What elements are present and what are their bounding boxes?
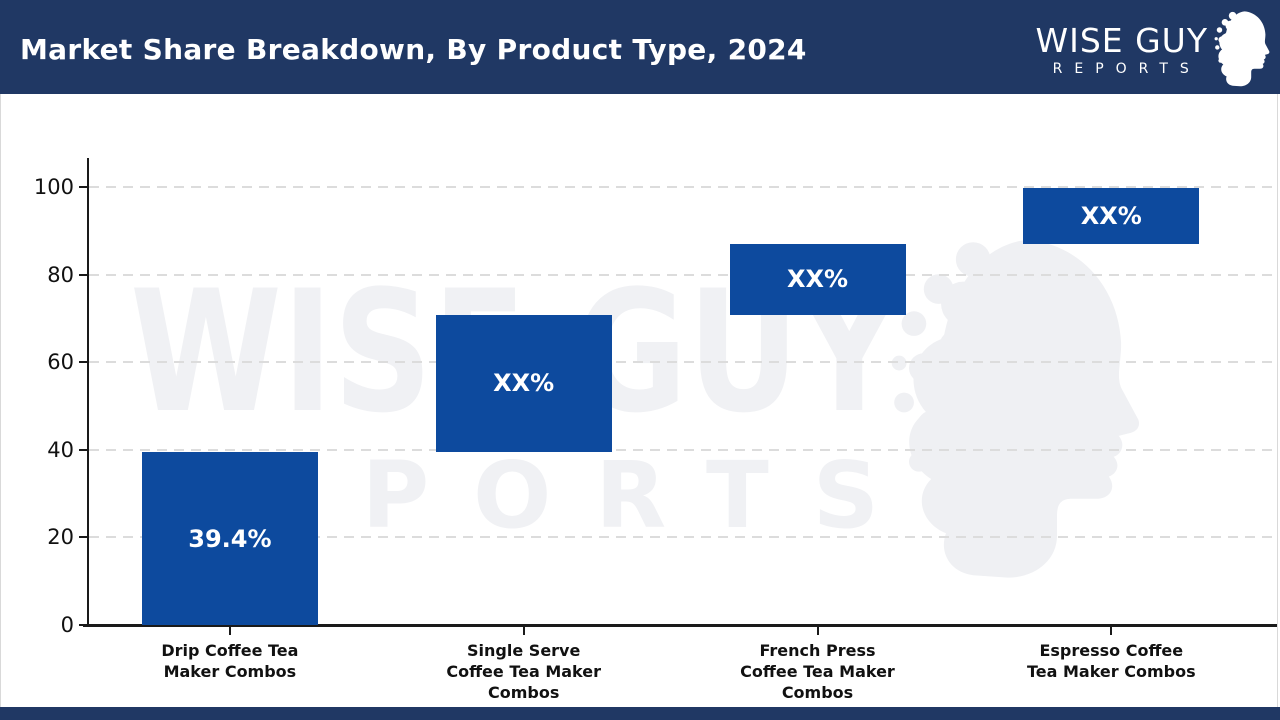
bar <box>729 243 906 315</box>
gridline <box>89 448 1275 451</box>
gridline <box>89 186 1275 188</box>
gridline <box>89 273 1275 276</box>
y-tick-mark <box>79 448 88 451</box>
brand-logo: WISE GUY REPORTS <box>1035 21 1208 78</box>
y-tick-label: 0 <box>60 613 74 637</box>
y-tick-label: 20 <box>47 525 74 550</box>
bar <box>141 452 318 625</box>
page-title: Market Share Breakdown, By Product Type,… <box>20 33 807 66</box>
gridline <box>89 361 1275 364</box>
brand-tagline: REPORTS <box>1052 61 1201 77</box>
y-tick-mark <box>79 273 88 276</box>
y-tick-label: 80 <box>47 262 74 287</box>
watermark-head-icon <box>891 239 1140 578</box>
x-tick-mark <box>816 627 819 635</box>
page-header: Market Share Breakdown, By Product Type,… <box>0 0 1280 94</box>
chart-border-right <box>1277 94 1278 707</box>
y-tick-mark <box>79 361 88 364</box>
x-tick-mark <box>228 627 231 635</box>
y-tick-label: 100 <box>33 175 74 199</box>
bar-value-label: XX% <box>493 369 555 398</box>
y-tick-mark <box>79 186 88 188</box>
category-label: Single Serve Coffee Tea Maker Combos <box>446 641 602 702</box>
gridline <box>89 536 1275 539</box>
y-axis-spine <box>87 158 89 626</box>
bar-value-label: 39.4% <box>188 524 272 553</box>
y-tick-label: 40 <box>47 437 74 462</box>
bar <box>1023 187 1200 244</box>
x-tick-mark <box>522 627 525 635</box>
y-tick-mark <box>79 624 88 626</box>
x-tick-mark <box>1110 627 1113 635</box>
category-label: Drip Coffee Tea Maker Combos <box>161 641 299 681</box>
bar-value-label: XX% <box>1080 201 1142 230</box>
brand-name: WISE GUY <box>1035 21 1208 60</box>
bar-value-label: XX% <box>786 265 849 294</box>
x-axis-spine <box>83 624 1277 627</box>
y-tick-mark <box>79 536 88 539</box>
category-label: Espresso Coffee Tea Maker Combos <box>1026 641 1196 681</box>
footer-bar <box>0 707 1280 720</box>
chart-border-left <box>0 94 1 707</box>
brand-head-icon <box>1214 11 1270 87</box>
category-label: French Press Coffee Tea Maker Combos <box>740 641 895 702</box>
bar <box>435 314 612 452</box>
y-tick-label: 60 <box>47 350 74 375</box>
